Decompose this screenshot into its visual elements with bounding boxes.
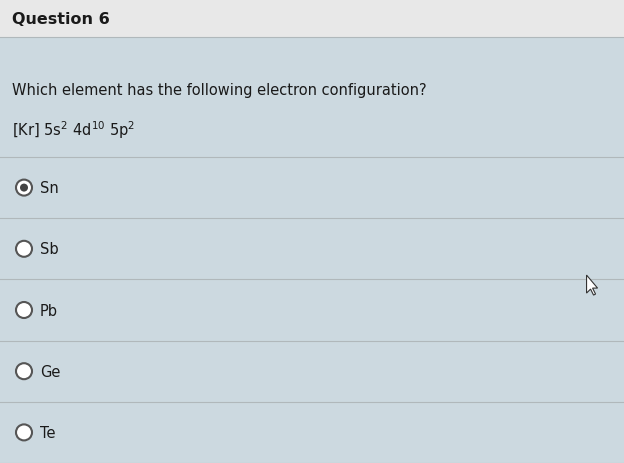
- Text: Question 6: Question 6: [12, 12, 110, 26]
- Polygon shape: [587, 275, 598, 295]
- Text: Which element has the following electron configuration?: Which element has the following electron…: [12, 82, 427, 97]
- Text: Ge: Ge: [40, 364, 61, 379]
- Text: Sn: Sn: [40, 181, 59, 196]
- Text: Pb: Pb: [40, 303, 58, 318]
- Text: [Kr] 5s$^2$ 4d$^{10}$ 5p$^2$: [Kr] 5s$^2$ 4d$^{10}$ 5p$^2$: [12, 119, 135, 141]
- Text: Sb: Sb: [40, 242, 59, 257]
- Circle shape: [16, 180, 32, 196]
- Text: Te: Te: [40, 425, 56, 440]
- Bar: [0, 0, 624, 38]
- Circle shape: [16, 425, 32, 440]
- Circle shape: [16, 363, 32, 379]
- Circle shape: [16, 302, 32, 319]
- Circle shape: [20, 184, 28, 192]
- Circle shape: [16, 241, 32, 257]
